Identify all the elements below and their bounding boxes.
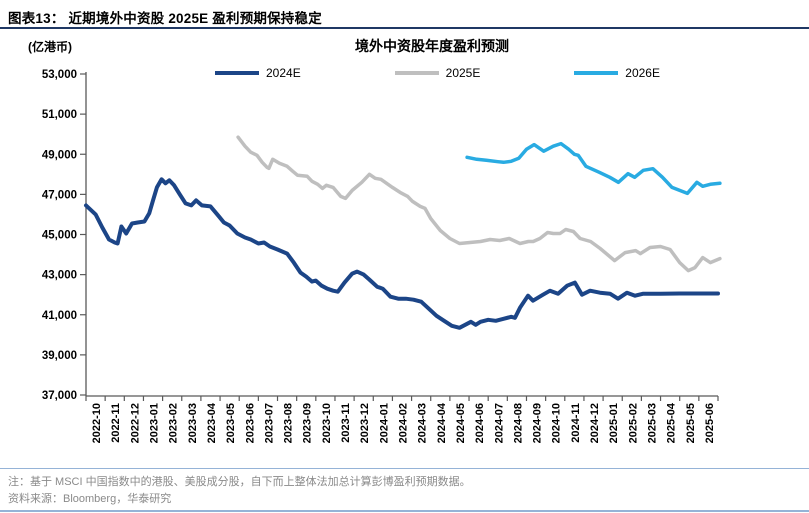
y-axis-tick-label: 37,000 [42, 390, 77, 402]
x-axis-tick-label: 2022-10 [91, 403, 103, 443]
x-axis-tick-label: 2024-07 [493, 403, 505, 443]
x-axis-tick-label: 2024-01 [378, 403, 390, 443]
series-line-2026e [465, 141, 722, 196]
x-axis-tick-label: 2025-02 [627, 403, 639, 443]
x-axis-tick-label: 2023-09 [302, 403, 314, 443]
y-axis-tick-label: 49,000 [42, 149, 77, 161]
legend-line-swatch-2024e [215, 71, 259, 75]
y-axis-tick-label: 43,000 [42, 270, 77, 282]
legend-label-2025e: 2025E [445, 66, 481, 80]
x-axis-tick-label: 2024-05 [455, 403, 467, 443]
figure-source: 资料来源：Bloomberg，华泰研究 [8, 493, 172, 505]
series-line-2025e [236, 135, 722, 273]
x-axis-tick-label: 2023-02 [168, 403, 180, 443]
chart-legend: 2024E 2025E 2026E [215, 66, 660, 80]
x-axis-tick-label: 2024-03 [417, 403, 429, 443]
x-axis-tick-label: 2023-07 [263, 403, 275, 443]
y-axis-tick-label: 47,000 [42, 189, 77, 201]
figure-title: 图表13： 近期境外中资股 2025E 盈利预期保持稳定 [8, 11, 322, 26]
x-axis-tick-label: 2023-08 [283, 403, 295, 443]
x-axis-tick-label: 2025-04 [666, 402, 678, 443]
x-axis-tick-label: 2023-11 [340, 403, 352, 443]
x-axis-tick-label: 2024-02 [398, 403, 410, 443]
x-axis-tick-label: 2025-01 [608, 403, 620, 443]
x-axis-tick-label: 2023-10 [321, 403, 333, 443]
x-axis-tick-label: 2025-06 [704, 403, 716, 443]
x-axis-tick-label: 2023-12 [359, 403, 371, 443]
x-axis-tick-label: 2024-08 [512, 403, 524, 443]
legend-line-swatch-2025e [394, 71, 439, 75]
x-axis-tick-label: 2023-01 [149, 403, 161, 443]
y-axis-tick-label: 45,000 [42, 230, 77, 242]
x-axis-tick-label: 2023-03 [187, 403, 199, 443]
x-axis-tick-label: 2023-05 [225, 403, 237, 443]
header-rule [0, 27, 809, 29]
y-axis-tick-label: 51,000 [42, 109, 77, 121]
legend-label-2026e: 2026E [625, 66, 660, 80]
x-axis-tick-label: 2022-12 [129, 403, 141, 443]
legend-item-2025e: 2025E [394, 66, 481, 80]
x-axis-tick-label: 2024-12 [589, 403, 601, 443]
chart-title: 境外中资股年度盈利预测 [355, 38, 509, 54]
x-axis-tick-label: 2023-04 [206, 402, 218, 443]
page-bottom-rule [0, 510, 809, 512]
legend-line-swatch-2026e [574, 71, 619, 75]
x-axis-tick-label: 2024-06 [474, 403, 486, 443]
legend-item-2026e: 2026E [574, 66, 660, 80]
note-divider [0, 468, 809, 469]
y-axis-tick-label: 41,000 [42, 310, 77, 322]
y-axis-tick-label: 39,000 [42, 350, 77, 362]
figure-note: 注：基于 MSCI 中国指数中的港股、美股成分股，自下而上整体法加总计算彭博盈利… [8, 476, 471, 488]
y-axis-unit-label: (亿港币) [28, 40, 72, 54]
y-axis-tick-label: 53,000 [42, 69, 77, 81]
series-line-2024e [84, 177, 720, 330]
x-axis-tick-label: 2024-09 [532, 403, 544, 443]
x-axis-tick-label: 2023-06 [244, 403, 256, 443]
x-axis-tick-label: 2025-05 [685, 403, 697, 443]
x-axis-tick-label: 2024-11 [570, 403, 582, 443]
x-axis-tick-label: 2022-11 [110, 403, 122, 443]
x-axis-tick-label: 2025-03 [646, 403, 658, 443]
x-axis-tick-label: 2024-04 [436, 402, 448, 443]
legend-label-2024e: 2024E [266, 66, 301, 80]
legend-item-2024e: 2024E [215, 66, 301, 80]
x-axis-tick-label: 2024-10 [551, 403, 563, 443]
